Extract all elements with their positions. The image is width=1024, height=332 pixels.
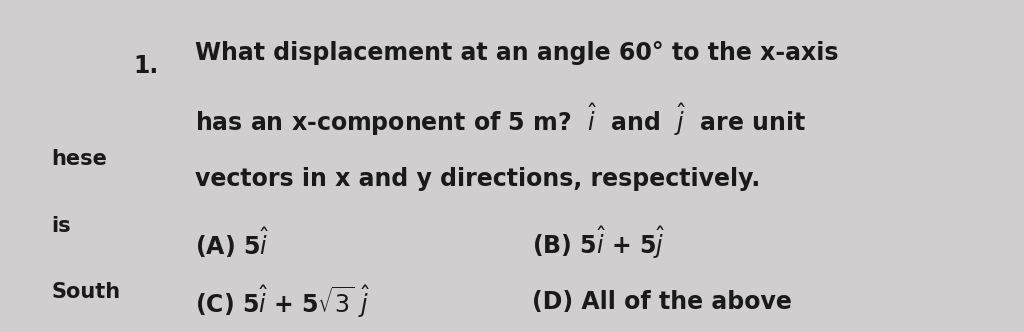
- Text: What displacement at an angle 60° to the x-axis: What displacement at an angle 60° to the…: [195, 41, 838, 65]
- Text: (C) 5$\hat{i}$ + 5$\sqrt{3}$ $\hat{j}$: (C) 5$\hat{i}$ + 5$\sqrt{3}$ $\hat{j}$: [195, 284, 371, 320]
- Text: 1.: 1.: [133, 54, 159, 78]
- Text: (B) 5$\hat{i}$ + 5$\hat{j}$: (B) 5$\hat{i}$ + 5$\hat{j}$: [532, 224, 666, 261]
- Text: is: is: [51, 216, 71, 236]
- Text: (D) All of the above: (D) All of the above: [532, 290, 793, 314]
- Text: has an x-component of 5 m?  $\hat{i}$  and  $\hat{j}$  are unit: has an x-component of 5 m? $\hat{i}$ and…: [195, 101, 806, 138]
- Text: (A) 5$\hat{i}$: (A) 5$\hat{i}$: [195, 225, 269, 260]
- Text: vectors in x and y directions, respectively.: vectors in x and y directions, respectiv…: [195, 167, 760, 191]
- Text: hese: hese: [51, 149, 108, 169]
- Text: South: South: [51, 282, 121, 302]
